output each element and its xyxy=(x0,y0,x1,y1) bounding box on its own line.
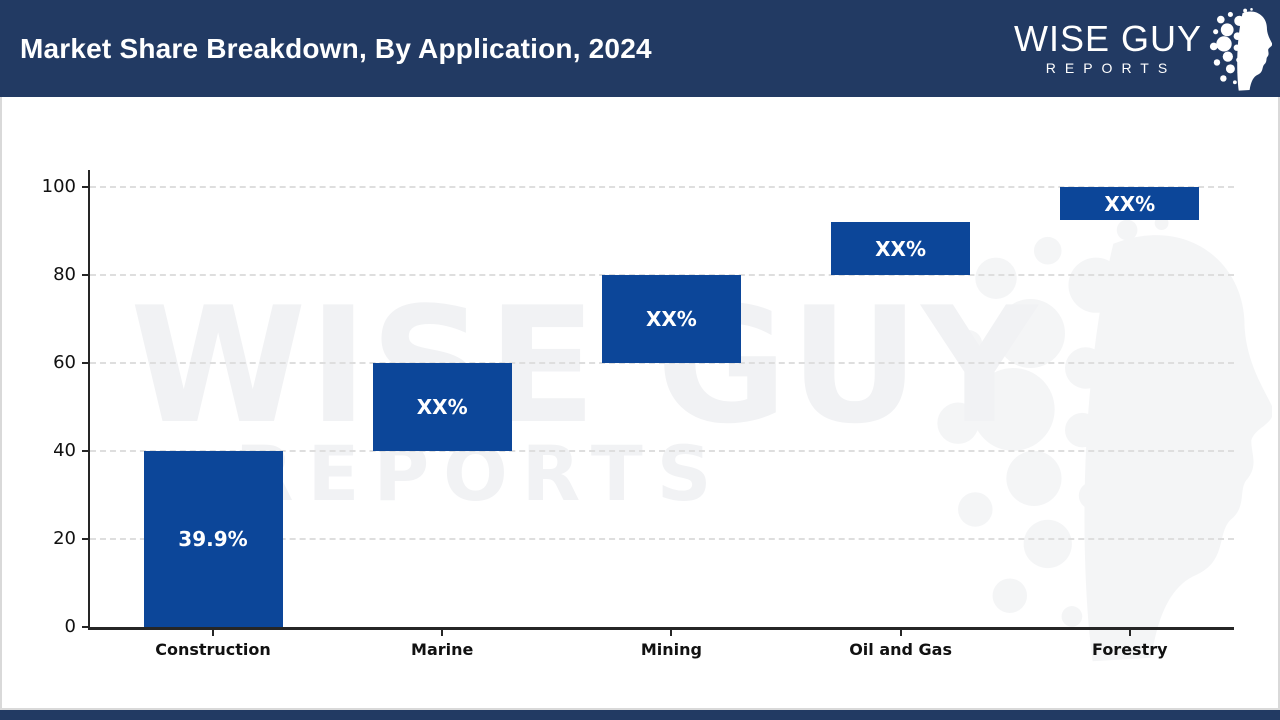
bar-value-label: XX% xyxy=(645,307,697,331)
logo-wordmark: WISE GUY xyxy=(1013,18,1202,59)
plot-region: 0 20 40 60 80 100 39.9% Construction XX% Marine XX… xyxy=(2,97,1278,710)
report-header: Market Share Breakdown, By Application, … xyxy=(0,0,1280,97)
x-axis-tick-4 xyxy=(1128,630,1131,636)
bar-construction: 39.9% xyxy=(143,451,283,627)
watermark-wordmark: WISE GUY xyxy=(130,272,1040,459)
bar-value-label: 39.9% xyxy=(178,527,248,552)
y-axis-tick-60 xyxy=(82,362,88,364)
y-axis-line xyxy=(88,170,90,630)
chart-area: WISE GUY REPORTS 0 20 40 60 80 100 39.9% Constr xyxy=(0,97,1280,710)
x-tick-label-4: Forestry xyxy=(1092,640,1168,659)
gridline-100 xyxy=(90,186,1234,188)
logo-head-icon xyxy=(1208,7,1272,91)
logo-text: WISE GUY REPORTS xyxy=(1013,18,1202,77)
x-axis-tick-3 xyxy=(899,630,902,636)
footer-divider xyxy=(0,708,1280,710)
y-tick-label-80: 80 xyxy=(53,264,76,285)
x-axis-tick-2 xyxy=(670,630,673,636)
y-axis-tick-80 xyxy=(82,274,88,276)
chart-title: Market Share Breakdown, By Application, … xyxy=(20,32,652,64)
y-axis-tick-20 xyxy=(82,538,88,540)
gridline-20 xyxy=(90,538,1234,540)
logo-subtitle: REPORTS xyxy=(1045,60,1177,76)
x-tick-label-1: Marine xyxy=(411,640,474,659)
y-axis-tick-0 xyxy=(82,626,88,628)
wiseguy-logo: WISE GUY REPORTS xyxy=(1014,0,1272,97)
footer-bar xyxy=(0,710,1280,720)
gridline-40 xyxy=(90,450,1234,452)
x-axis-tick-0 xyxy=(212,630,214,636)
x-tick-label-3: Oil and Gas xyxy=(849,640,952,659)
x-tick-label-2: Mining xyxy=(640,640,702,659)
bar-forestry: XX% xyxy=(1060,187,1200,220)
y-axis-tick-40 xyxy=(82,450,88,452)
bar-value-label: XX% xyxy=(1104,191,1156,216)
watermark-head-icon xyxy=(927,212,1274,666)
bar-value-label: XX% xyxy=(416,395,468,420)
x-axis-line xyxy=(88,627,1234,630)
x-axis-tick-1 xyxy=(441,630,444,636)
bar-value-label: XX% xyxy=(875,236,927,261)
bar-marine: XX% xyxy=(372,363,512,452)
bar-oil-and-gas: XX% xyxy=(831,222,971,275)
y-axis-tick-100 xyxy=(82,186,88,188)
y-tick-label-60: 60 xyxy=(53,352,76,373)
y-tick-label-100: 100 xyxy=(41,176,76,197)
bar-mining: XX% xyxy=(601,275,741,363)
y-tick-label-0: 0 xyxy=(64,616,76,637)
y-tick-label-20: 20 xyxy=(53,528,76,549)
x-tick-label-0: Construction xyxy=(155,640,271,659)
y-tick-label-40: 40 xyxy=(53,440,76,461)
gridline-60 xyxy=(90,362,1234,364)
